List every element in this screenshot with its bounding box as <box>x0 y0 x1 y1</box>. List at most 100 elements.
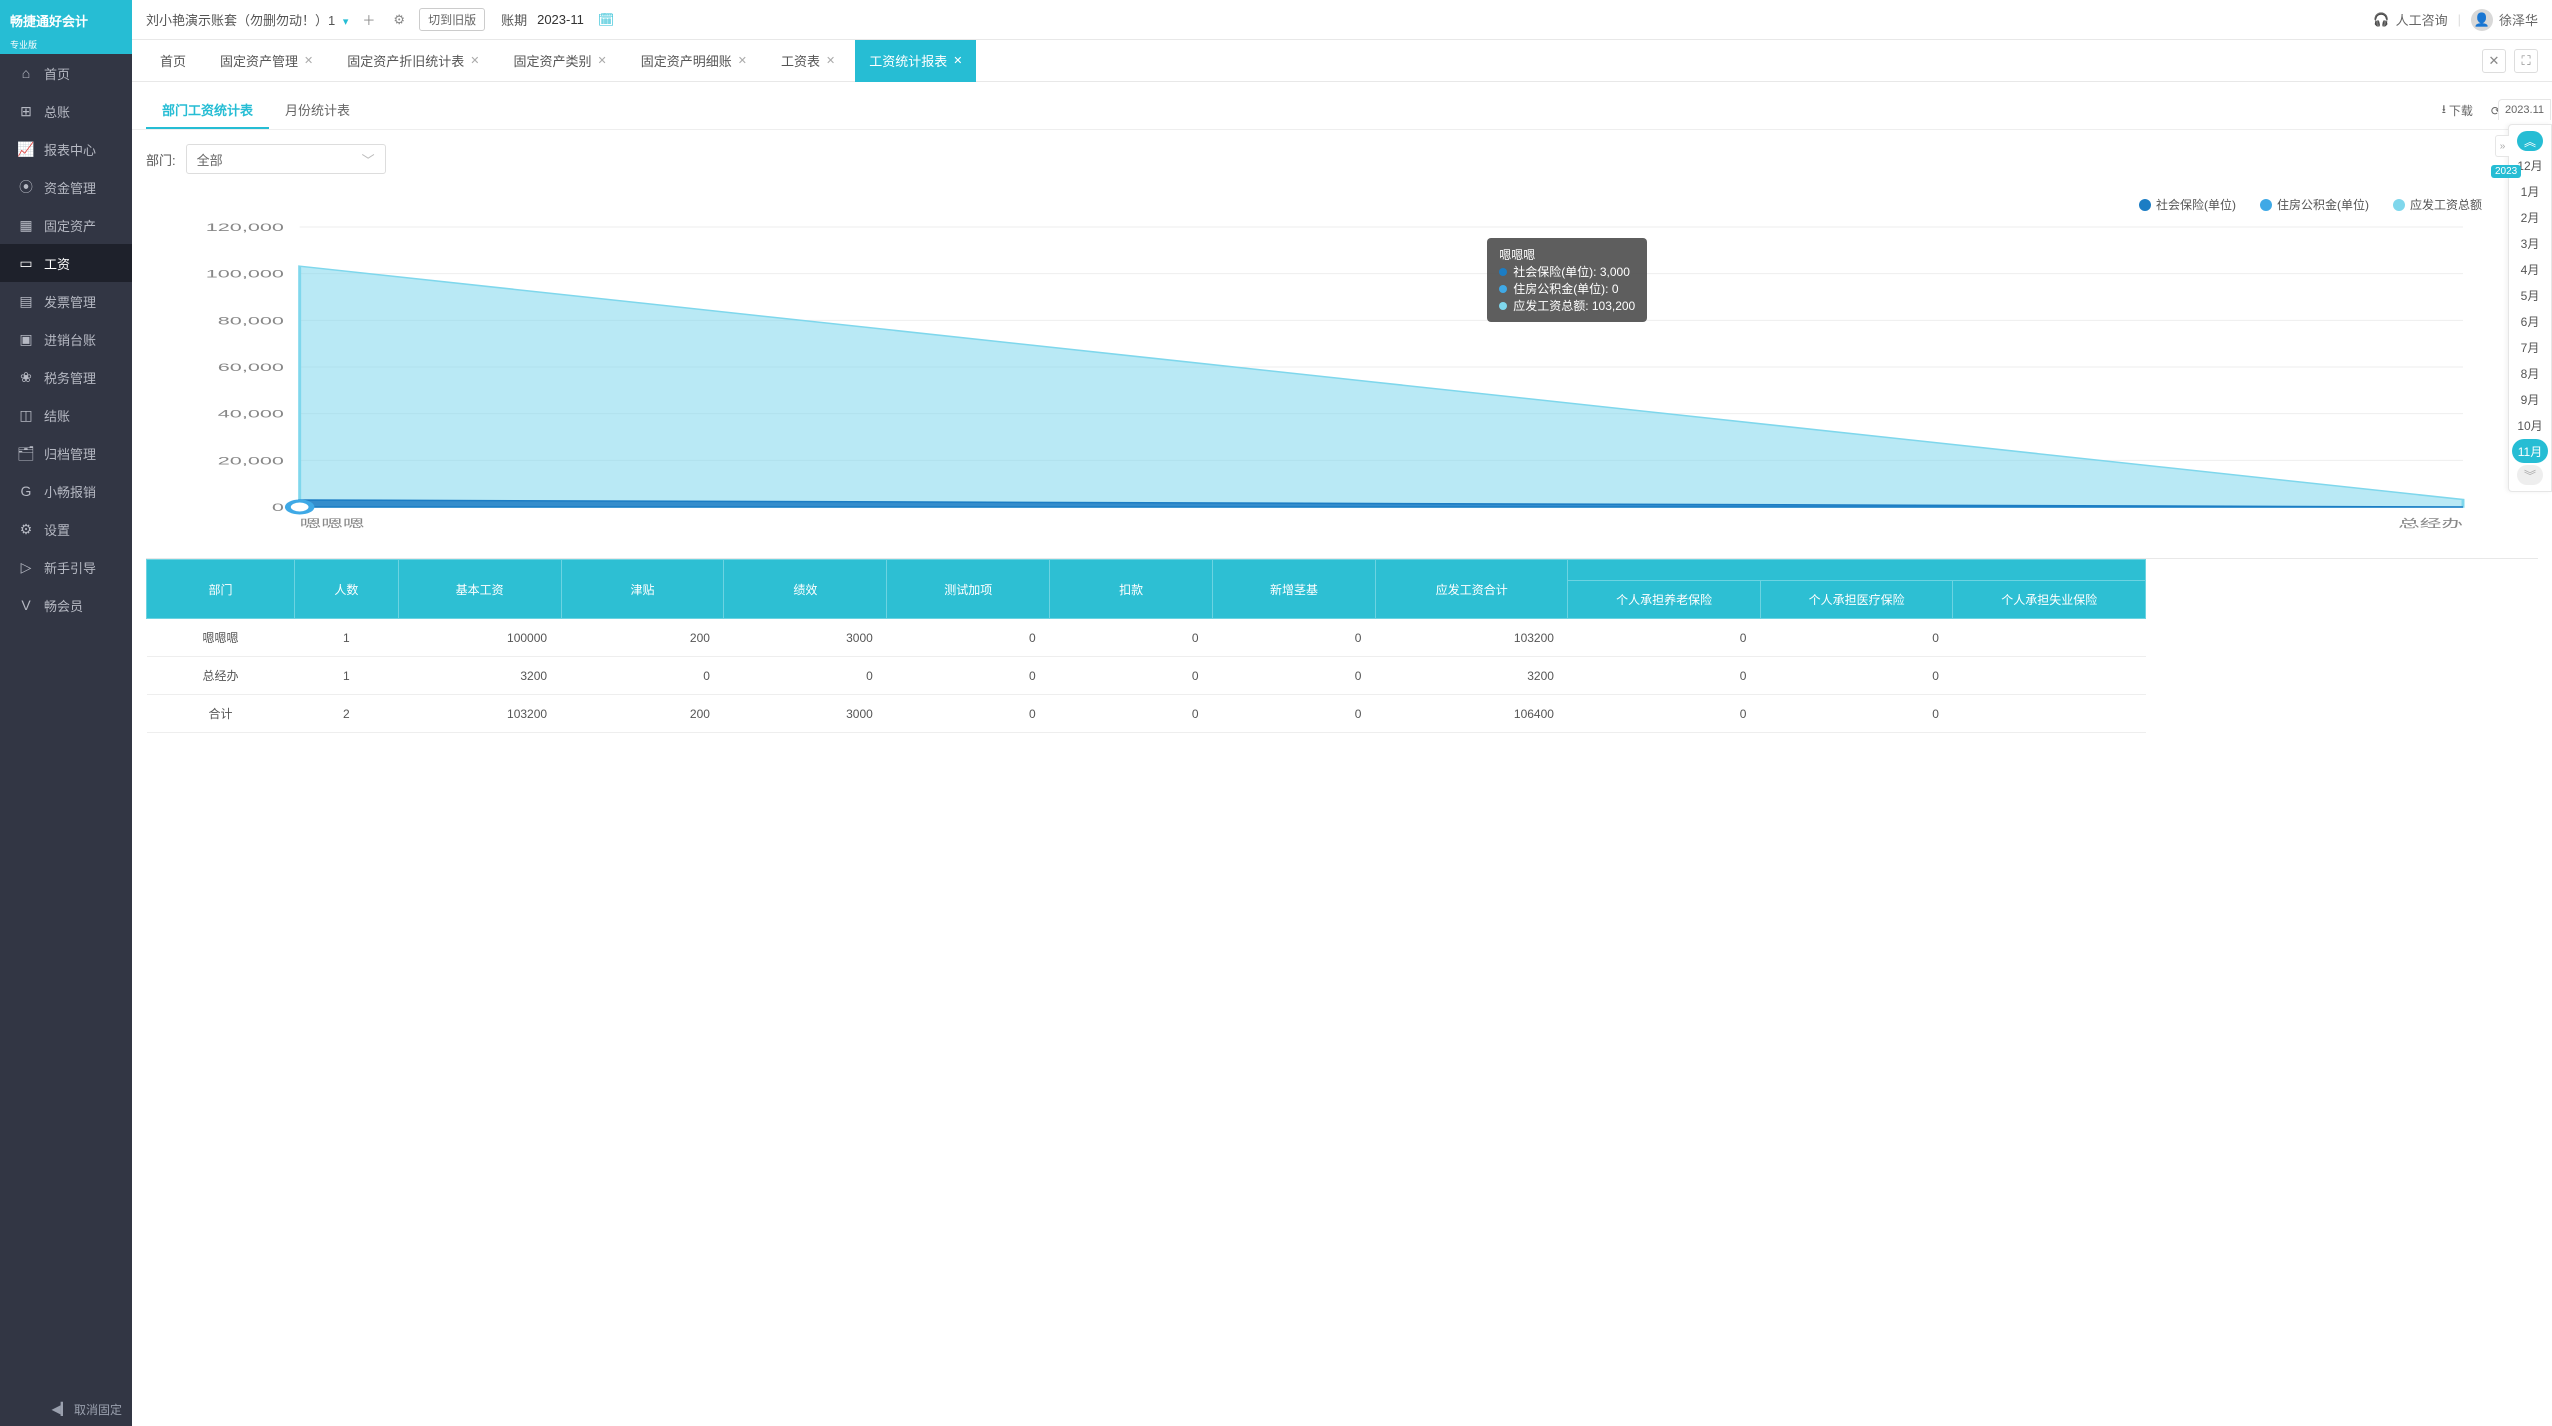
period-month[interactable]: 5月 <box>2521 283 2540 307</box>
page-tab-2[interactable]: 固定资产折旧统计表✕ <box>333 40 493 82</box>
period-month[interactable]: 10月 <box>2517 413 2542 437</box>
sidebar-item-6[interactable]: ▤发票管理 <box>0 282 132 320</box>
table-cell <box>1953 695 2146 733</box>
table-cell: 200 <box>561 619 724 657</box>
table-cell <box>1953 657 2146 695</box>
subtab-0[interactable]: 部门工资统计表 <box>146 92 269 129</box>
page-tab-0[interactable]: 首页 <box>146 40 200 82</box>
user-menu[interactable]: 👤 徐泽华 <box>2471 9 2538 31</box>
unpin-button[interactable]: ◀▎ 取消固定 <box>0 1392 132 1426</box>
period-month[interactable]: 7月 <box>2521 335 2540 359</box>
sidebar-item-10[interactable]: 🗂归档管理 <box>0 434 132 472</box>
page-tab-4[interactable]: 固定资产明细账 ✕ <box>627 40 761 82</box>
period-month[interactable]: 12月 <box>2517 153 2542 177</box>
period-month[interactable]: 2月 <box>2521 205 2540 229</box>
nav-label: 小畅报销 <box>44 482 96 501</box>
close-icon[interactable]: ✕ <box>598 54 607 67</box>
legend-dot <box>2393 199 2405 211</box>
sidebar-item-9[interactable]: ◫结账 <box>0 396 132 434</box>
table-cell: 0 <box>1760 657 1952 695</box>
sidebar-item-8[interactable]: ❀税务管理 <box>0 358 132 396</box>
sidebar-item-0[interactable]: ⌂首页 <box>0 54 132 92</box>
table-cell: 嗯嗯嗯 <box>147 619 295 657</box>
table-cell: 0 <box>1568 695 1760 733</box>
page-tab-3[interactable]: 固定资产类别 ✕ <box>499 40 620 82</box>
dept-select[interactable]: 全部 ﹀ <box>186 144 386 174</box>
sidebar-item-5[interactable]: ▭工资 <box>0 244 132 282</box>
legend-dot <box>2260 199 2272 211</box>
nav-label: 发票管理 <box>44 292 96 311</box>
legend-item[interactable]: 应发工资总额 <box>2393 196 2482 213</box>
svg-text:40,000: 40,000 <box>218 407 284 420</box>
headset-icon: 🎧 <box>2373 12 2389 28</box>
sidebar-item-11[interactable]: G小畅报销 <box>0 472 132 510</box>
col-header: 津贴 <box>561 560 724 619</box>
period-down-icon[interactable]: ︾ <box>2517 465 2543 485</box>
account-select[interactable]: 刘小艳演示账套（勿删勿动！）1 ▾ <box>146 10 348 29</box>
table-cell: 0 <box>887 695 1050 733</box>
nav-list: ⌂首页⊞总账📈报表中心⦿资金管理▦固定资产▭工资▤发票管理▣进销台账❀税务管理◫… <box>0 54 132 1392</box>
close-icon[interactable]: ✕ <box>304 54 313 67</box>
sidebar-item-2[interactable]: 📈报表中心 <box>0 130 132 168</box>
support-button[interactable]: 🎧 人工咨询 <box>2373 10 2447 29</box>
legend-item[interactable]: 住房公积金(单位) <box>2260 196 2369 213</box>
page-tab-5[interactable]: 工资表✕ <box>767 40 849 82</box>
col-header: 扣款 <box>1050 560 1213 619</box>
close-all-tabs-button[interactable]: ✕ <box>2482 49 2506 73</box>
period-month[interactable]: 4月 <box>2521 257 2540 281</box>
chart-container: 社会保险(单位)住房公积金(单位)应发工资总额 020,00040,00060,… <box>132 180 2552 550</box>
col-header: 个人承担医疗保险 <box>1760 581 1952 619</box>
period-month[interactable]: 6月 <box>2521 309 2540 333</box>
table-scroll[interactable]: 部门人数基本工资津贴绩效测试加项扣款新增茎基应发工资合计个人承担养老保险个人承担… <box>146 558 2538 743</box>
sidebar-item-13[interactable]: ▷新手引导 <box>0 548 132 586</box>
svg-text:80,000: 80,000 <box>218 314 284 327</box>
period-month[interactable]: 11月 <box>2512 439 2548 463</box>
sidebar-item-1[interactable]: ⊞总账 <box>0 92 132 130</box>
close-icon[interactable]: ✕ <box>738 54 747 67</box>
download-button[interactable]: ⭳ 下载 <box>2442 100 2473 121</box>
table-cell: 3200 <box>398 657 561 695</box>
sidebar-item-3[interactable]: ⦿资金管理 <box>0 168 132 206</box>
period-month[interactable]: 1月 <box>2521 179 2540 203</box>
table-cell: 0 <box>1050 695 1213 733</box>
col-header: 新增茎基 <box>1213 560 1376 619</box>
gear-icon[interactable]: ⚙ <box>389 10 409 30</box>
unpin-icon: ◀▎ <box>52 1402 70 1416</box>
close-icon[interactable]: ✕ <box>953 54 962 67</box>
sidebar-item-7[interactable]: ▣进销台账 <box>0 320 132 358</box>
salary-table: 部门人数基本工资津贴绩效测试加项扣款新增茎基应发工资合计个人承担养老保险个人承担… <box>146 559 2146 733</box>
period-value[interactable]: 2023-11 <box>537 12 584 27</box>
nav-icon: 📈 <box>18 141 34 157</box>
subtab-1[interactable]: 月份统计表 <box>269 92 366 129</box>
add-icon[interactable]: ＋ <box>358 8 379 31</box>
nav-icon: ⊞ <box>18 103 34 119</box>
chevron-down-icon: ﹀ <box>362 150 375 169</box>
period-month[interactable]: 3月 <box>2521 231 2540 255</box>
content-area: 部门工资统计表月份统计表 ⭳ 下载 ⟳ 刷新 部门: 全部 ﹀ 社会保险(单位)… <box>132 82 2552 1426</box>
sidebar-item-14[interactable]: V畅会员 <box>0 586 132 624</box>
unpin-label: 取消固定 <box>74 1401 122 1418</box>
tab-label: 工资统计报表 <box>869 51 947 70</box>
sidebar-item-4[interactable]: ▦固定资产 <box>0 206 132 244</box>
nav-label: 设置 <box>44 520 70 539</box>
period-panel-header: 2023.11 <box>2498 99 2551 120</box>
close-icon[interactable]: ✕ <box>470 54 479 67</box>
close-icon[interactable]: ✕ <box>826 54 835 67</box>
support-label: 人工咨询 <box>2396 10 2448 29</box>
nav-icon: ▷ <box>18 559 34 575</box>
legend-item[interactable]: 社会保险(单位) <box>2139 196 2236 213</box>
switch-old-button[interactable]: 切到旧版 <box>419 8 485 31</box>
page-tab-1[interactable]: 固定资产管理✕ <box>206 40 327 82</box>
collapse-period-icon[interactable]: » <box>2495 135 2509 157</box>
period-month[interactable]: 9月 <box>2521 387 2540 411</box>
table-row: 合计2103200200300000010640000 <box>147 695 2146 733</box>
calendar-icon[interactable]: 🗓 <box>598 12 615 28</box>
page-tab-6[interactable]: 工资统计报表 ✕ <box>855 40 976 82</box>
period-up-icon[interactable]: ︽ <box>2517 131 2543 151</box>
tab-label: 固定资产类别 <box>513 51 591 70</box>
table-cell: 0 <box>1760 695 1952 733</box>
tab-label: 固定资产明细账 <box>641 51 732 70</box>
fullscreen-button[interactable]: ⛶ <box>2514 49 2538 73</box>
sidebar-item-12[interactable]: ⚙设置 <box>0 510 132 548</box>
period-month[interactable]: 8月 <box>2521 361 2540 385</box>
